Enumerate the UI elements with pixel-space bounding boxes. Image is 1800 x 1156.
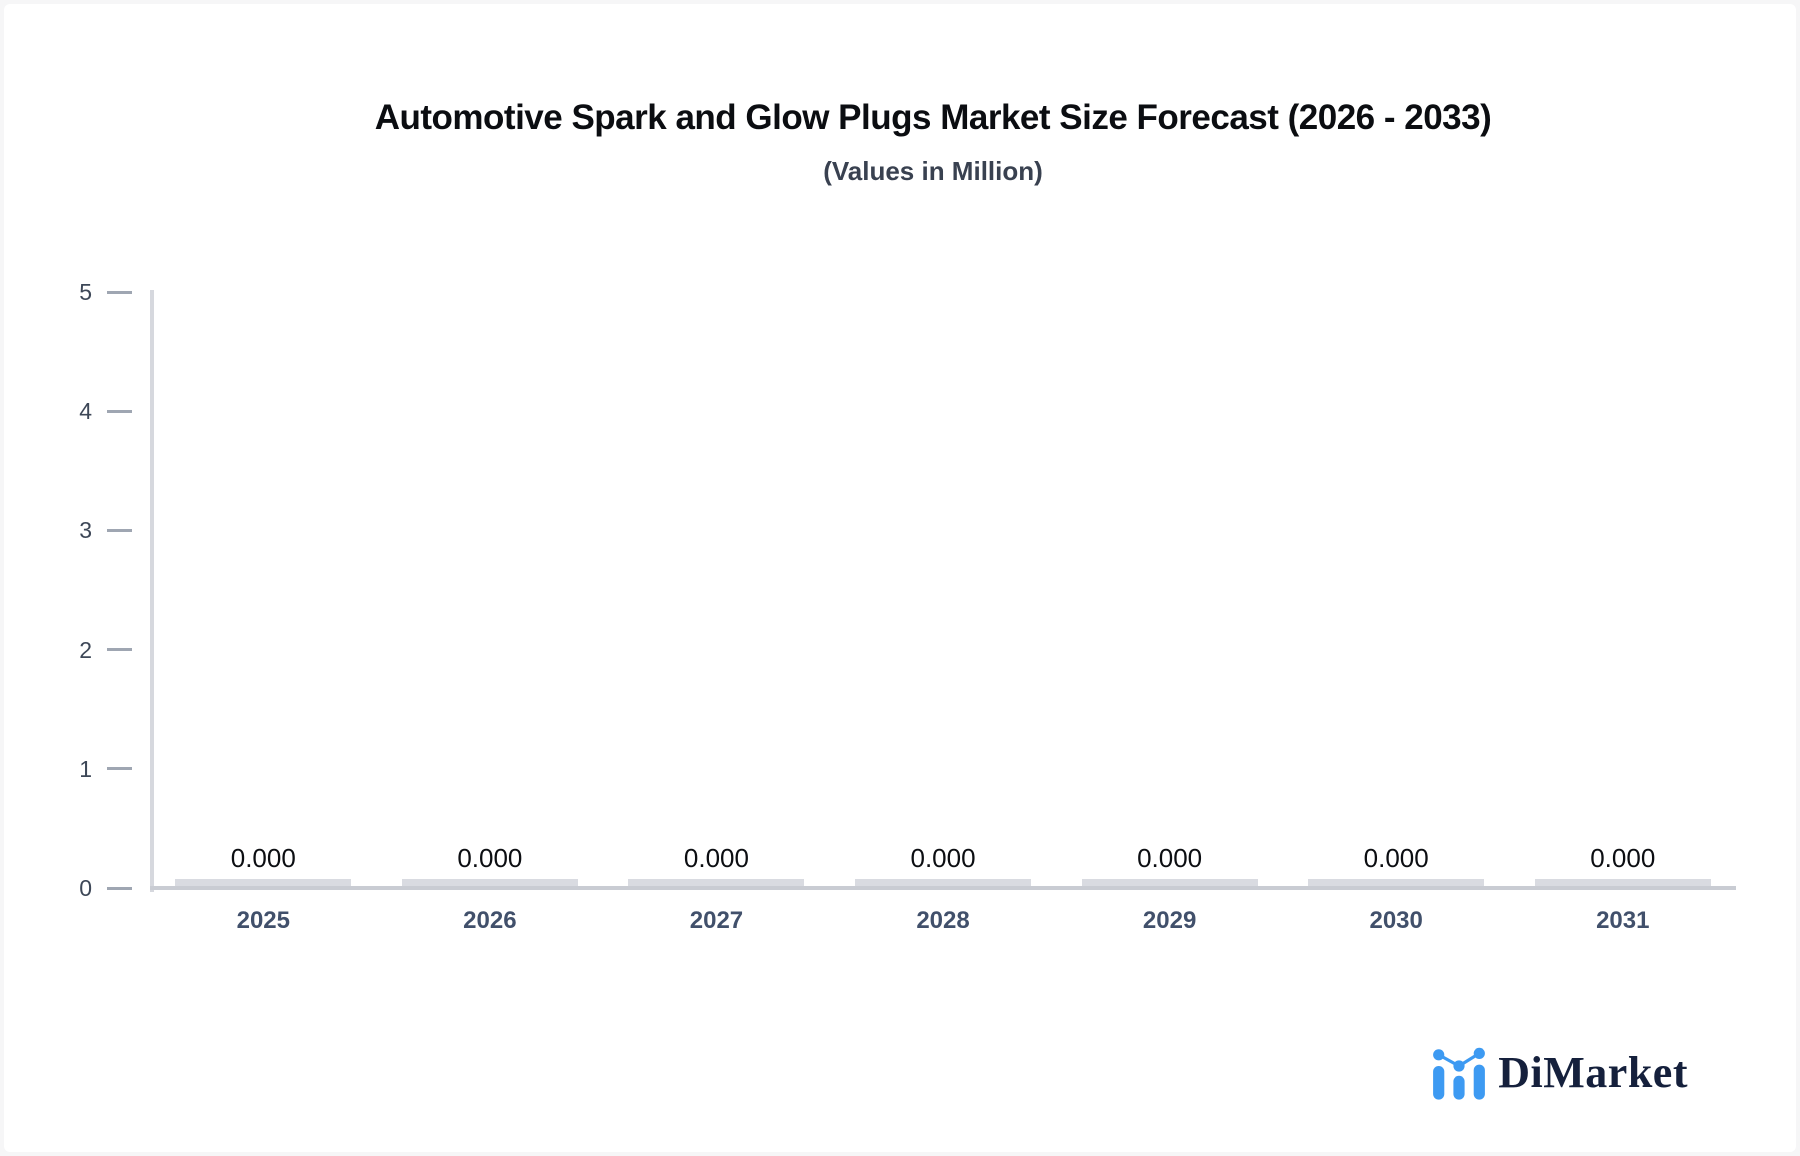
bar-cell: 0.000 (150, 290, 377, 886)
bar[interactable] (855, 879, 1032, 886)
x-axis-category-label: 2029 (1142, 907, 1197, 934)
bar-value-label: 0.000 (457, 843, 523, 873)
y-tick-label: 5 (79, 279, 92, 305)
y-tick-mark (107, 886, 132, 890)
y-tick-mark (107, 409, 132, 413)
y-tick-mark (107, 528, 132, 532)
bar[interactable] (1534, 879, 1711, 886)
bar-cell: 0.000 (830, 290, 1057, 886)
bar-cell: 0.000 (603, 290, 830, 886)
bar-cell: 0.000 (377, 290, 604, 886)
y-tick-label: 0 (79, 875, 92, 901)
bar-value-label: 0.000 (910, 843, 976, 873)
y-tick-label: 2 (79, 636, 92, 663)
brand-logo: DiMarket (1431, 1044, 1688, 1102)
bar-value-label: 0.000 (683, 843, 749, 873)
bar-value-label: 0.000 (1590, 843, 1656, 873)
x-axis-line (150, 886, 1736, 890)
y-tick-mark (107, 648, 132, 652)
y-tick-label: 3 (79, 517, 92, 544)
bar-cell: 0.000 (1509, 290, 1736, 886)
y-tick-label: 1 (79, 755, 92, 782)
x-axis-category-label: 2028 (916, 907, 970, 934)
bar[interactable] (1081, 879, 1258, 886)
chart-subtitle: (Values in Million) (823, 156, 1043, 186)
bar[interactable] (401, 879, 578, 886)
bar[interactable] (175, 879, 352, 886)
brand-name: DiMarket (1498, 1048, 1688, 1097)
y-tick-mark (107, 290, 132, 294)
bar-value-label: 0.000 (230, 843, 296, 873)
x-axis-labels: 2025 2026 2027 2028 2029 2030 2031 (150, 907, 1736, 935)
bar-value-label: 0.000 (1137, 843, 1203, 873)
x-axis-category-label: 2027 (689, 907, 744, 934)
plot-area: 0.000 0.000 0.000 0.000 0.000 0.000 0.000 (150, 290, 1736, 886)
x-axis-category-label: 2025 (236, 907, 290, 934)
y-tick-mark (107, 767, 132, 771)
bar-chart-logo-icon (1433, 1047, 1486, 1100)
x-axis-category-label: 2026 (463, 907, 517, 934)
bar-cell: 0.000 (1056, 290, 1283, 886)
bar-value-label: 0.000 (1363, 843, 1429, 873)
x-axis-category-label: 2031 (1596, 907, 1650, 934)
bar[interactable] (1308, 879, 1485, 886)
bar-cell: 0.000 (1283, 290, 1510, 886)
bar[interactable] (628, 879, 805, 886)
chart-title: Automotive Spark and Glow Plugs Market S… (374, 98, 1492, 137)
x-axis-category-label: 2030 (1369, 907, 1423, 934)
y-tick-label: 4 (79, 398, 92, 425)
chart-card: Automotive Spark and Glow Plugs Market S… (4, 4, 1796, 1152)
y-axis-line (150, 290, 154, 892)
